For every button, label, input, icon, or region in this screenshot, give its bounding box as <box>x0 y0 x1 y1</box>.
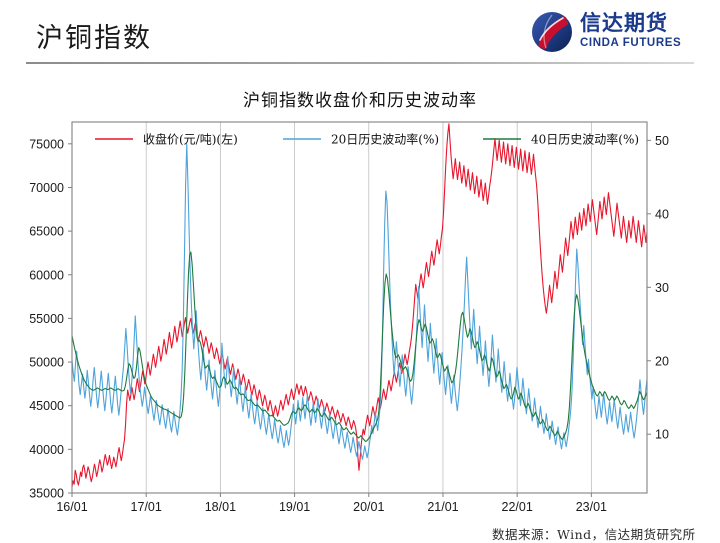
left-axis-tick-label: 75000 <box>29 137 64 151</box>
chart-left-axis: 35000 40000 45000 50000 55000 60000 65000 70000… <box>29 137 72 501</box>
chart-gridlines <box>145 122 592 493</box>
left-axis-tick-label: 70000 <box>29 181 64 195</box>
legend-label-0: 收盘价(元/吨)(左) <box>143 132 238 147</box>
brand-logo: 信达期货 CINDA FUTURES <box>530 8 698 56</box>
left-axis-tick-label: 45000 <box>29 399 64 413</box>
left-axis-tick-label: 65000 <box>29 225 64 239</box>
series-line-0 <box>71 123 648 488</box>
right-axis-tick-label: 40 <box>655 207 669 221</box>
legend-label-1: 20日历史波动率(%) <box>331 132 439 147</box>
chart-svg: 35000 40000 45000 50000 55000 60000 65000 70000… <box>29 121 669 514</box>
logo-wordmark: 信达期货 CINDA FUTURES <box>580 11 700 50</box>
page-title: 沪铜指数 <box>36 23 152 54</box>
source-note: 数据来源：Wind，信达期货研究所 <box>492 527 696 542</box>
x-axis-tick-label: 18/01 <box>205 500 236 514</box>
series-line-2 <box>71 251 648 443</box>
header-divider <box>26 62 694 64</box>
chart-x-axis: 16/01 17/01 18/01 19/01 20/01 21/01 22/01 23/01 <box>56 493 607 514</box>
left-axis-tick-label: 60000 <box>29 268 64 282</box>
chart-right-axis: 10 20 30 40 50 <box>647 134 669 442</box>
right-axis-tick-label: 50 <box>655 134 669 148</box>
series-line-1 <box>71 143 648 460</box>
x-axis-tick-label: 17/01 <box>131 500 162 514</box>
chart-series-group <box>71 123 648 488</box>
x-axis-tick-label: 20/01 <box>353 500 384 514</box>
right-axis-tick-label: 10 <box>655 428 669 442</box>
x-axis-tick-label: 19/01 <box>279 500 310 514</box>
chart-container: 沪铜指数收盘价和历史波动率 35000 40000 45000 50000 55000 6… <box>0 68 720 518</box>
x-axis-tick-label: 22/01 <box>502 500 533 514</box>
slide-header: 沪铜指数 信达期货 CINDA FUTURES <box>0 0 720 68</box>
logo-english-name: CINDA FUTURES <box>580 37 682 49</box>
left-axis-tick-label: 40000 <box>29 443 64 457</box>
right-axis-tick-label: 30 <box>655 281 669 295</box>
x-axis-tick-label: 23/01 <box>576 500 607 514</box>
chart-plot-frame <box>71 121 648 494</box>
chart-legend: 收盘价(元/吨)(左) 20日历史波动率(%) 40日历史波动率(%) <box>95 132 639 147</box>
x-axis-tick-label: 21/01 <box>427 500 458 514</box>
x-axis-tick-label: 16/01 <box>56 500 87 514</box>
cinda-ribbon-logo-icon <box>532 12 572 52</box>
right-axis-tick-label: 20 <box>655 354 669 368</box>
left-axis-tick-label: 50000 <box>29 356 64 370</box>
logo-chinese-name: 信达期货 <box>580 11 668 35</box>
left-axis-tick-label: 35000 <box>29 487 64 501</box>
legend-label-2: 40日历史波动率(%) <box>531 132 639 147</box>
left-axis-tick-label: 55000 <box>29 312 64 326</box>
chart-title: 沪铜指数收盘价和历史波动率 <box>243 91 477 111</box>
